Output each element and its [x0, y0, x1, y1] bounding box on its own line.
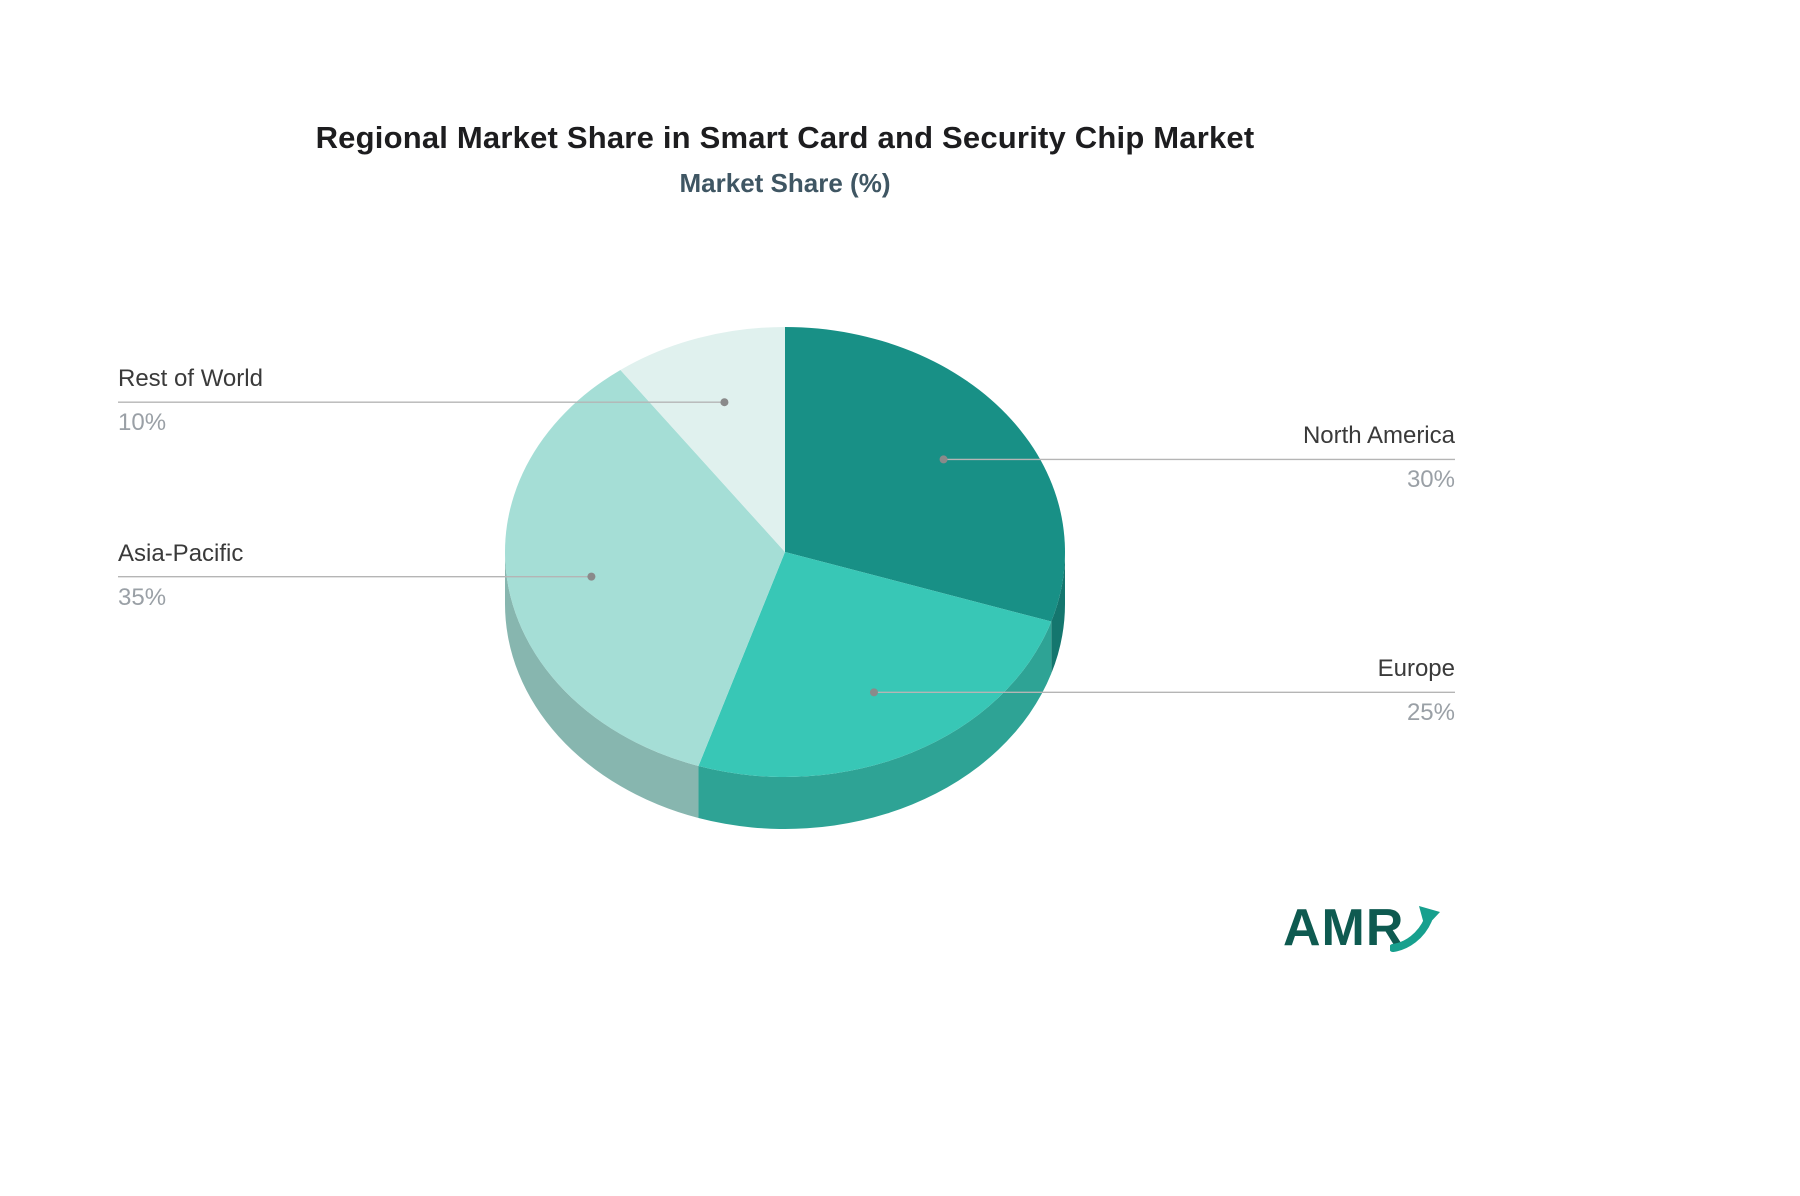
pie-slice-side-north-america [1051, 552, 1065, 674]
pie-slice-side-europe [698, 621, 1052, 829]
leader-dot-asia-pacific [587, 572, 596, 581]
leader-dot-north-america [939, 455, 948, 464]
pie-slice-side-asia-pacific [505, 552, 699, 818]
pie-slice-rest-of-world[interactable] [620, 327, 785, 552]
amr-logo: AMR [1283, 898, 1441, 958]
pie-slice-asia-pacific[interactable] [504, 369, 785, 766]
chart-subtitle: Market Share (%) [679, 168, 891, 198]
logo-arrow-icon [1390, 906, 1441, 952]
leader-dot-europe [869, 688, 878, 697]
leader-dot-rest-of-world [720, 398, 729, 407]
logo-text: AMR [1283, 899, 1405, 957]
pie-slice-north-america[interactable] [785, 327, 1065, 622]
chart-title: Regional Market Share in Smart Card and … [315, 120, 1255, 155]
pie-slice-europe[interactable] [698, 552, 1052, 777]
